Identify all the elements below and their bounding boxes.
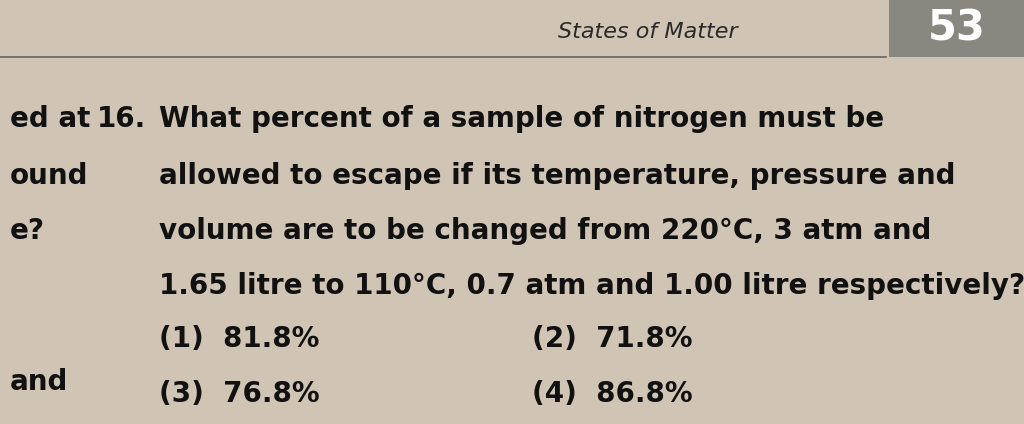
Text: ed at: ed at <box>10 105 90 133</box>
Text: allowed to escape if its temperature, pressure and: allowed to escape if its temperature, pr… <box>159 162 955 190</box>
Text: States of Matter: States of Matter <box>558 22 737 42</box>
Text: (4)  86.8%: (4) 86.8% <box>532 380 693 408</box>
Text: (3)  76.8%: (3) 76.8% <box>159 380 319 408</box>
Text: and: and <box>10 368 69 396</box>
Text: ound: ound <box>10 162 89 190</box>
Text: 53: 53 <box>928 8 985 50</box>
Text: 1.65 litre to 110°C, 0.7 atm and 1.00 litre respectively?: 1.65 litre to 110°C, 0.7 atm and 1.00 li… <box>159 272 1024 300</box>
Bar <box>889 0 1024 57</box>
Text: volume are to be changed from 220°C, 3 atm and: volume are to be changed from 220°C, 3 a… <box>159 217 931 245</box>
Text: 16.: 16. <box>97 105 146 133</box>
Text: What percent of a sample of nitrogen must be: What percent of a sample of nitrogen mus… <box>159 105 884 133</box>
Text: (1)  81.8%: (1) 81.8% <box>159 325 319 353</box>
Text: e?: e? <box>10 217 45 245</box>
Text: (2)  71.8%: (2) 71.8% <box>532 325 693 353</box>
